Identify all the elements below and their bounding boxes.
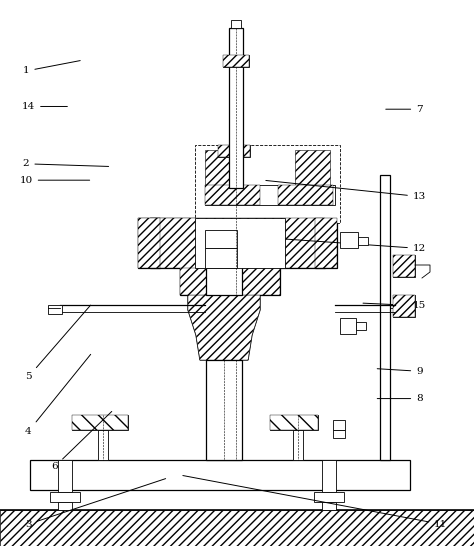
- Bar: [333, 420, 345, 430]
- Text: 7: 7: [386, 105, 423, 114]
- Text: 15: 15: [363, 301, 426, 310]
- Bar: [322, 460, 336, 492]
- Bar: [270, 415, 318, 430]
- Bar: [138, 218, 160, 268]
- Text: 5: 5: [25, 305, 91, 381]
- Bar: [393, 255, 415, 277]
- Bar: [98, 430, 108, 460]
- Bar: [180, 230, 280, 295]
- Bar: [150, 218, 325, 268]
- Bar: [30, 460, 410, 490]
- Bar: [223, 55, 249, 67]
- Bar: [223, 55, 249, 67]
- Bar: [233, 133, 239, 145]
- Bar: [180, 230, 280, 295]
- Bar: [356, 322, 366, 330]
- Polygon shape: [188, 295, 260, 360]
- Bar: [229, 28, 243, 188]
- Bar: [380, 175, 390, 460]
- Bar: [195, 218, 285, 268]
- Bar: [340, 318, 356, 334]
- Bar: [340, 232, 358, 248]
- Text: 11: 11: [183, 476, 447, 529]
- Text: 1: 1: [23, 61, 80, 75]
- Bar: [322, 502, 336, 510]
- Bar: [205, 230, 237, 248]
- Bar: [393, 295, 415, 317]
- Text: 2: 2: [23, 159, 109, 168]
- Bar: [315, 218, 337, 268]
- Bar: [233, 133, 239, 145]
- Text: 3: 3: [25, 479, 165, 529]
- Bar: [205, 185, 335, 205]
- Bar: [270, 415, 318, 430]
- Bar: [231, 20, 241, 28]
- Text: 12: 12: [266, 238, 426, 253]
- Bar: [58, 460, 72, 492]
- Bar: [138, 218, 160, 268]
- Text: 13: 13: [266, 181, 426, 201]
- Polygon shape: [188, 295, 260, 360]
- Bar: [206, 230, 242, 295]
- Text: 6: 6: [51, 412, 112, 471]
- Bar: [48, 305, 62, 314]
- Bar: [218, 145, 250, 157]
- Text: 14: 14: [22, 102, 67, 111]
- Bar: [0, 510, 474, 546]
- Bar: [333, 430, 345, 438]
- Bar: [150, 218, 325, 268]
- Bar: [295, 150, 330, 185]
- Bar: [195, 145, 340, 223]
- Text: 4: 4: [25, 354, 91, 436]
- Bar: [358, 237, 368, 245]
- Bar: [58, 502, 72, 510]
- Bar: [206, 360, 242, 460]
- Bar: [315, 218, 337, 268]
- Bar: [314, 492, 344, 502]
- Text: 8: 8: [377, 394, 423, 403]
- Bar: [218, 145, 250, 157]
- Bar: [205, 248, 237, 268]
- Bar: [278, 185, 333, 205]
- Bar: [293, 430, 303, 460]
- Bar: [72, 415, 128, 430]
- Bar: [205, 150, 240, 185]
- Bar: [393, 295, 415, 317]
- Bar: [393, 255, 415, 277]
- Text: 10: 10: [19, 176, 90, 185]
- Bar: [205, 185, 260, 205]
- Text: 9: 9: [377, 367, 423, 376]
- Bar: [50, 492, 80, 502]
- Bar: [72, 415, 128, 430]
